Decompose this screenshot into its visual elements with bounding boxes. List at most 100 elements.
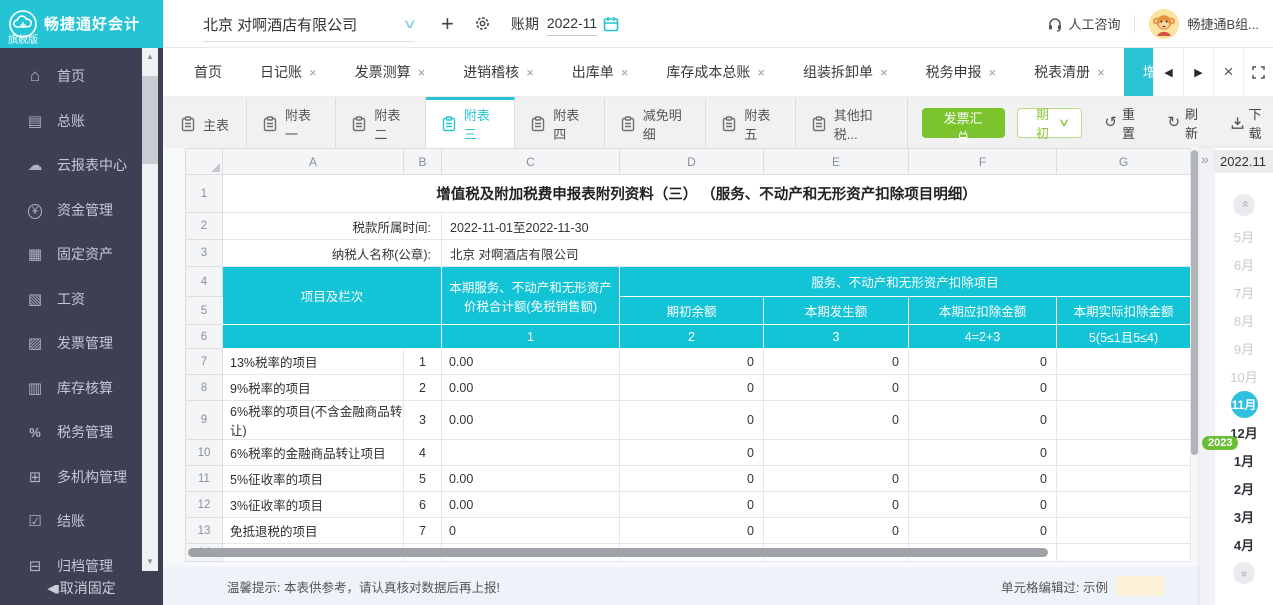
month-item[interactable]: 9月 [1215,334,1273,362]
value-cell-col2[interactable]: 0 [619,374,764,401]
period-value[interactable]: 2022-11 [546,15,598,36]
collapse-panel-icon[interactable]: » [1201,151,1209,167]
value-cell-col5[interactable] [1056,374,1191,401]
value-cell-col1[interactable]: 0.00 [441,491,620,518]
sidebar-item[interactable]: 归档管理 [0,544,142,589]
project-name-cell[interactable]: 3%征收率的项目 [222,491,404,518]
fullscreen-icon[interactable] [1243,48,1273,96]
empty-cell[interactable] [1056,543,1191,562]
sidebar-item[interactable]: 固定资产 [0,232,142,277]
sidebar-item[interactable]: 多机构管理 [0,455,142,500]
sidebar-item[interactable]: 云报表中心 [0,143,142,188]
tab-close-icon[interactable]: × [757,64,765,80]
company-selector[interactable]: 北京 对啊酒店有限公司 ∨ [203,14,418,42]
value-cell-col3[interactable]: 0 [763,517,909,544]
tab-scroll-left-icon[interactable]: ◀ [1153,48,1183,96]
project-name-cell[interactable]: 5%征收率的项目 [222,465,404,492]
value-cell-col4[interactable]: 0 [908,439,1057,466]
tab-close-icon[interactable]: × [988,64,997,80]
project-name-cell[interactable]: 9%税率的项目 [222,374,404,401]
month-item[interactable]: 11月 [1215,390,1273,418]
add-button[interactable]: + [441,10,454,36]
document-tab[interactable]: 发票测算 × [336,48,445,96]
value-cell-col1[interactable]: 0.00 [441,400,620,440]
report-subtab[interactable]: 附表二 [336,97,426,148]
value-cell-col1[interactable] [441,439,620,466]
value-cell-col5[interactable] [1056,439,1191,466]
value-cell-col2[interactable]: 0 [619,517,764,544]
scroll-down-arrow-icon[interactable]: ▼ [146,557,154,566]
value-cell-col1[interactable]: 0.00 [441,348,620,375]
value-cell-col4[interactable]: 0 [908,491,1057,518]
invoice-summary-button[interactable]: 发票汇总 [921,107,1005,145]
value-cell-col5[interactable] [1056,491,1191,518]
value-cell-col4[interactable]: 0 [908,465,1057,492]
vertical-scrollbar-thumb[interactable] [1191,150,1198,455]
value-cell-col3[interactable]: 0 [763,348,909,375]
tab-close-icon[interactable]: × [620,64,629,80]
month-item[interactable]: 2023 1月 [1202,436,1273,474]
value-cell-col3[interactable]: 0 [763,400,909,440]
sidebar-item[interactable]: 结账 [0,499,142,544]
reset-button[interactable]: ↺ 重置 [1104,106,1135,141]
scroll-up-arrow-icon[interactable]: ▲ [146,52,154,61]
month-item[interactable]: 5月 [1215,222,1273,250]
tab-scroll-right-icon[interactable]: ▶ [1183,48,1213,96]
document-tab[interactable]: 出库单 × [553,48,648,96]
tab-close-icon[interactable]: × [309,64,317,80]
value-cell-col3[interactable] [763,439,909,466]
sidebar-scrollbar-thumb[interactable] [142,76,158,164]
calendar-icon[interactable] [603,16,619,32]
value-cell-col4[interactable]: 0 [908,374,1057,401]
month-item[interactable]: 2月 [1215,474,1273,502]
month-item[interactable]: 8月 [1215,306,1273,334]
document-tab[interactable]: 首页 [175,48,241,96]
close-all-tabs-icon[interactable]: × [1213,48,1243,96]
tab-close-icon[interactable]: × [879,64,888,80]
value-cell-col1[interactable]: 0.00 [441,374,620,401]
tab-close-icon[interactable]: × [1097,64,1105,80]
value-cell-col4[interactable]: 0 [908,517,1057,544]
sidebar-item[interactable]: 首页 [0,54,142,99]
report-subtab[interactable]: 附表五 [706,97,796,148]
report-subtab[interactable]: 主表 [163,97,247,148]
opening-balance-dropdown[interactable]: 期初 ∨ [1016,107,1083,141]
project-name-cell[interactable]: 6%税率的金融商品转让项目 [222,439,404,466]
value-cell-col2[interactable]: 0 [619,465,764,492]
document-tab[interactable]: 税表清册 × [1015,48,1124,96]
month-item[interactable]: 4月 [1215,530,1273,558]
sidebar-item[interactable]: 资金管理 [0,188,142,233]
tab-close-icon[interactable]: × [526,64,534,80]
month-item[interactable]: 7月 [1215,278,1273,306]
project-name-cell[interactable]: 13%税率的项目 [222,348,404,375]
refresh-button[interactable]: ↻ 刷新 [1167,106,1199,141]
sidebar-scrollbar[interactable]: ▲ ▼ [142,48,158,571]
live-help-button[interactable]: 人工咨询 [1047,14,1120,33]
sidebar-item[interactable]: 库存核算 [0,366,142,411]
report-subtab[interactable]: 减免明细 [605,97,707,148]
months-scroll-up-button[interactable]: » [1233,194,1255,216]
project-name-cell[interactable]: 免抵退税的项目 [222,517,404,544]
project-name-cell[interactable]: 6%税率的项目(不含金融商品转让) [222,400,404,440]
report-subtab[interactable]: 附表三 [425,97,516,148]
value-cell-col5[interactable] [1056,517,1191,544]
unpin-sidebar-button[interactable]: ◀▮ 取消固定 [0,571,163,605]
settings-gear-icon[interactable] [474,15,491,32]
value-cell-col1[interactable]: 0.00 [441,465,620,492]
month-item[interactable]: 6月 [1215,250,1273,278]
month-item[interactable]: 12月 [1215,418,1273,446]
month-item[interactable]: 10月 [1215,362,1273,390]
value-cell-col5[interactable] [1056,465,1191,492]
value-cell-col2[interactable]: 0 [619,439,764,466]
months-scroll-down-button[interactable]: » [1233,562,1255,584]
month-item[interactable]: 3月 [1215,502,1273,530]
report-subtab[interactable]: 其他扣税... [796,97,908,148]
sidebar-item[interactable]: 总账 [0,99,142,144]
user-avatar[interactable] [1149,8,1180,39]
value-cell-col4[interactable]: 0 [908,400,1057,440]
user-name[interactable]: 畅捷通B组... [1187,17,1259,32]
document-tab[interactable]: 进销稽核 × [444,48,553,96]
value-cell-col5[interactable] [1056,400,1191,440]
document-tab[interactable]: 税务申报 × [907,48,1016,96]
report-subtab[interactable]: 附表四 [515,97,605,148]
